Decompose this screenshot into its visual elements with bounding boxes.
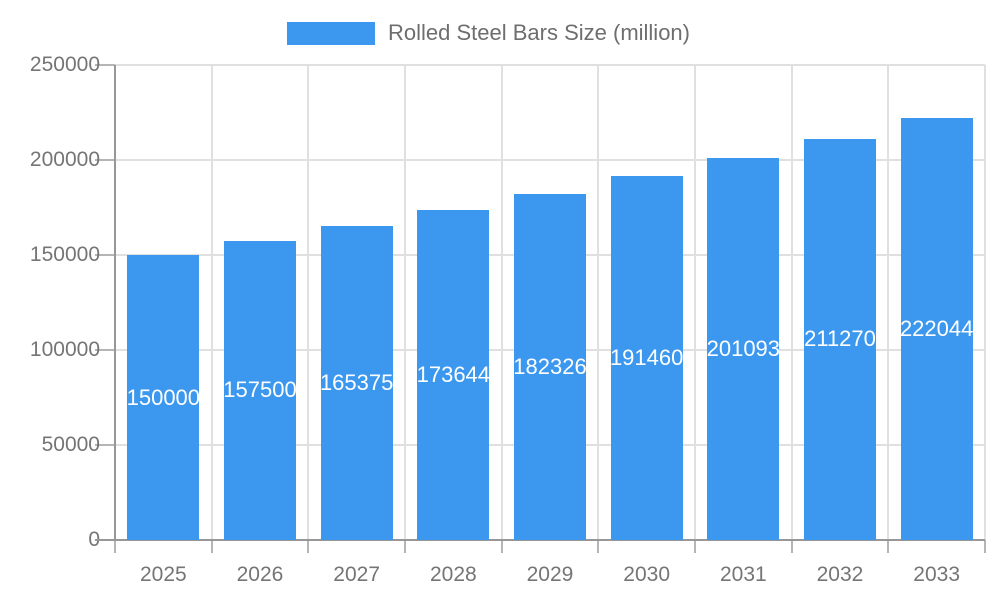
x-tick: [114, 540, 116, 553]
x-tick-label-2026: 2026: [236, 563, 284, 586]
y-axis-line: [114, 65, 116, 540]
bar-value-label: 165375: [320, 369, 393, 395]
bar-value-label: 191460: [610, 345, 683, 371]
y-tick: [95, 159, 115, 161]
bar-value-label: 182326: [514, 353, 586, 379]
x-gridline: [500, 65, 503, 540]
bar-2032[interactable]: 211270: [804, 138, 876, 540]
y-tick-label: 50000: [41, 433, 100, 456]
y-tick-label: 250000: [29, 53, 100, 76]
y-tick: [95, 349, 115, 351]
x-tick: [790, 540, 793, 553]
x-tick-label-2029: 2029: [526, 563, 574, 586]
x-tick: [887, 540, 890, 553]
bar-value-label: 211270: [804, 326, 876, 352]
x-tick-label-2027: 2027: [333, 563, 381, 586]
x-axis-line: [95, 539, 985, 541]
bar-2027[interactable]: 165375: [320, 225, 393, 540]
bar-value-label: 222044: [900, 316, 973, 342]
bar-2031[interactable]: 201093: [707, 157, 780, 540]
bar-2030[interactable]: 191460: [610, 176, 683, 540]
legend-label[interactable]: Rolled Steel Bars Size (million): [388, 20, 690, 45]
bar-value-label: 201093: [707, 335, 780, 361]
x-gridline: [887, 65, 890, 540]
y-tick: [95, 64, 115, 66]
y-gridline: [115, 159, 985, 161]
bar-2028[interactable]: 173644: [417, 210, 490, 540]
y-gridline: [115, 64, 985, 66]
bar-value-label: 150000: [127, 384, 200, 410]
x-tick-label-2033: 2033: [913, 563, 961, 586]
bar-value-label: 157500: [224, 377, 296, 403]
x-gridline: [984, 65, 986, 540]
x-tick: [307, 540, 310, 553]
y-tick: [95, 254, 115, 256]
x-tick: [500, 540, 503, 553]
bar-2033[interactable]: 222044: [900, 118, 973, 540]
y-tick-label: 0: [0, 529, 100, 551]
y-tick-label: 100000: [29, 338, 100, 361]
bar-value-label: 173644: [417, 362, 490, 388]
x-gridline: [210, 65, 213, 540]
x-tick: [404, 540, 406, 553]
x-tick-label-2030: 2030: [623, 563, 671, 586]
x-gridline: [597, 65, 600, 540]
x-tick: [210, 540, 213, 553]
x-tick-label-2031: 2031: [719, 563, 767, 586]
x-gridline: [694, 65, 696, 540]
y-tick-label: 200000: [29, 148, 100, 171]
x-gridline: [404, 65, 406, 540]
x-tick-label-2032: 2032: [816, 563, 864, 586]
x-gridline: [307, 65, 310, 540]
x-tick-label-2028: 2028: [429, 563, 477, 586]
x-tick: [694, 540, 696, 553]
bar-2029[interactable]: 182326: [514, 193, 586, 540]
y-tick-label: 150000: [29, 243, 100, 266]
x-gridline: [790, 65, 793, 540]
x-tick: [984, 540, 986, 553]
x-tick: [597, 540, 600, 553]
legend-swatch[interactable]: [287, 22, 375, 45]
x-tick-label-2025: 2025: [139, 563, 187, 586]
bar-2026[interactable]: 157500: [224, 240, 296, 540]
bar-2025[interactable]: 150000: [127, 255, 200, 540]
y-tick: [95, 444, 115, 446]
